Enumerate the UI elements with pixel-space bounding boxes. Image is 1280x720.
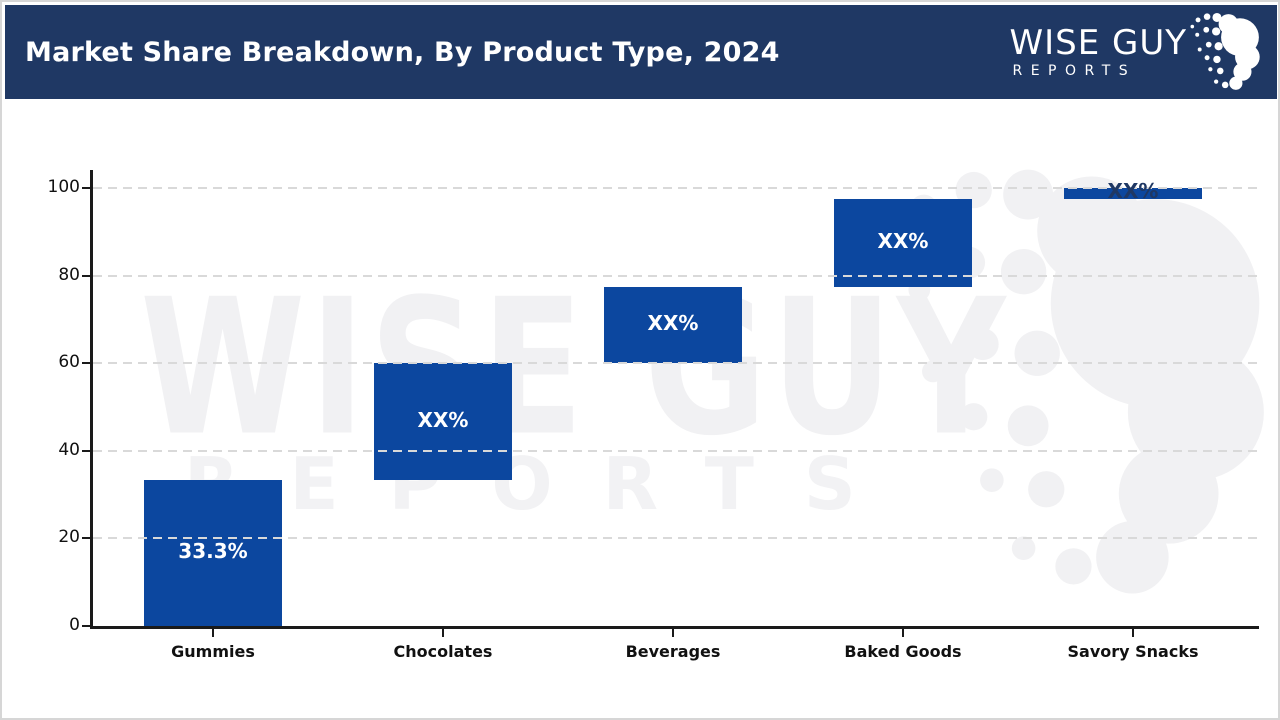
x-tick-mark: [442, 629, 444, 637]
x-axis-line: [90, 626, 1259, 629]
y-tick-label: 20: [58, 527, 80, 548]
x-axis-label-gummies: Gummies: [171, 642, 255, 661]
bar-value-label-chocolates: XX%: [417, 407, 469, 432]
x-axis-label-chocolates: Chocolates: [393, 642, 493, 661]
y-tick-mark: [82, 274, 90, 277]
page-title: Market Share Breakdown, By Product Type,…: [25, 36, 780, 68]
wiseguy-logo-line2: REPORTS: [1012, 63, 1137, 79]
x-tick-mark: [1132, 629, 1134, 637]
bar-gummies: [144, 480, 282, 626]
watermark-wiseguy-text: WISE GUY: [140, 260, 1010, 478]
y-axis-line: [90, 170, 93, 629]
bar-chocolates: [374, 363, 512, 481]
y-tick-mark: [82, 187, 90, 189]
gridline: [93, 449, 1259, 452]
y-tick-label: 60: [58, 352, 80, 373]
gridline: [93, 274, 1259, 277]
bar-beverages: [604, 286, 742, 364]
gridline: [93, 362, 1259, 365]
y-tick-mark: [82, 362, 90, 365]
y-tick-label: 0: [69, 615, 80, 635]
x-tick-mark: [672, 629, 674, 637]
x-tick-mark: [212, 629, 214, 637]
x-axis-label-beverages: Beverages: [625, 642, 721, 661]
x-axis-label-savory-snacks: Savory Snacks: [1067, 642, 1199, 661]
bar-value-label-beverages: XX%: [647, 310, 699, 335]
y-tick-mark: [82, 537, 90, 540]
gridline: [93, 187, 1259, 189]
wiseguy-logo-text: WISE GUY REPORTS: [1009, 26, 1187, 78]
x-tick-mark: [902, 629, 904, 637]
header-bar: Market Share Breakdown, By Product Type,…: [5, 5, 1277, 99]
bar-value-label-savory-snacks: XX%: [1107, 179, 1159, 204]
y-tick-label: 80: [58, 264, 80, 285]
x-axis-label-baked-goods: Baked Goods: [844, 642, 962, 661]
watermark-reports-text: REPORTS: [184, 442, 906, 526]
wiseguy-logo-line1: WISE GUY: [1009, 23, 1187, 63]
bar-value-label-baked-goods: XX%: [877, 228, 929, 253]
y-tick-label: 40: [58, 439, 80, 460]
y-tick-mark: [82, 449, 90, 452]
bar-baked-goods: [834, 198, 972, 287]
y-tick-mark: [82, 625, 90, 627]
bar-savory-snacks: [1064, 188, 1202, 199]
wiseguy-logo: WISE GUY REPORTS: [1009, 10, 1263, 94]
bar-value-label-gummies: 33.3%: [178, 539, 248, 564]
gridline: [93, 537, 1259, 540]
y-tick-label: 100: [47, 177, 80, 197]
